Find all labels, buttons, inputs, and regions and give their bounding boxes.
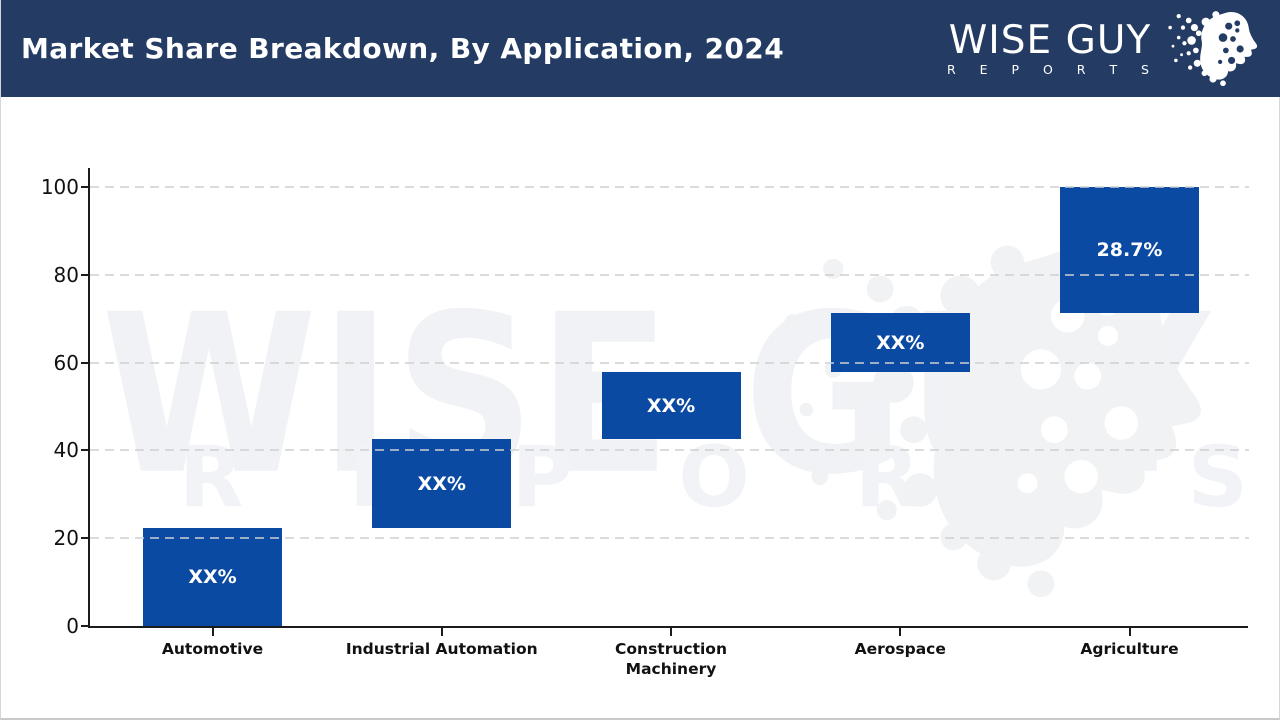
category-label: Automotive xyxy=(161,640,264,658)
logo-brand-subtitle: R E P O R T S xyxy=(946,61,1159,77)
x-tick xyxy=(211,628,214,636)
bar-value-label: 28.7% xyxy=(1096,238,1163,261)
y-tick-label-20: 20 xyxy=(53,526,79,551)
y-tick-label-40: 40 xyxy=(53,438,79,463)
wiseguy-face-icon xyxy=(1168,10,1258,86)
y-tick-40 xyxy=(81,449,89,452)
y-tick-label-100: 100 xyxy=(40,175,79,199)
bar-segment xyxy=(143,528,282,626)
y-tick-20 xyxy=(81,537,89,540)
category-label: Industrial Automation xyxy=(345,640,538,658)
y-tick-100 xyxy=(81,186,89,188)
y-tick-label-0: 0 xyxy=(66,614,79,638)
gridline-80 xyxy=(90,273,1249,276)
wiseguy-logo-text: WISE GUY R E P O R T S xyxy=(941,21,1159,77)
y-tick-label-60: 60 xyxy=(53,350,79,375)
chart-title: Market Share Breakdown, By Application, … xyxy=(21,32,785,65)
x-tick xyxy=(440,628,443,636)
y-tick-0 xyxy=(81,625,89,627)
x-tick xyxy=(670,628,672,636)
category-label: Construction Machinery xyxy=(615,640,727,679)
wiseguy-logo: WISE GUY R E P O R T S xyxy=(941,6,1263,92)
bar-value-label: XX% xyxy=(646,394,696,417)
logo-brand-name: WISE GUY xyxy=(948,17,1152,63)
category-label: Aerospace xyxy=(854,640,946,658)
x-tick xyxy=(899,628,902,636)
header-bar: Market Share Breakdown, By Application, … xyxy=(1,0,1280,97)
bar-value-label: XX% xyxy=(188,566,237,589)
bar-segment xyxy=(601,372,741,440)
gridline-20 xyxy=(90,537,1249,540)
x-axis-line xyxy=(88,626,1248,628)
gridline-60 xyxy=(90,361,1249,364)
y-tick-label-80: 80 xyxy=(53,262,79,287)
y-tick-80 xyxy=(81,273,89,276)
bar-value-label: XX% xyxy=(876,331,925,354)
x-tick xyxy=(1128,628,1131,636)
bar-segment xyxy=(372,439,512,529)
y-tick-60 xyxy=(81,361,89,364)
y-axis-line xyxy=(88,168,90,628)
category-label: Agriculture xyxy=(1080,640,1179,658)
gridline-100 xyxy=(90,186,1249,188)
gridline-40 xyxy=(90,449,1249,452)
bar-value-label: XX% xyxy=(417,472,466,495)
